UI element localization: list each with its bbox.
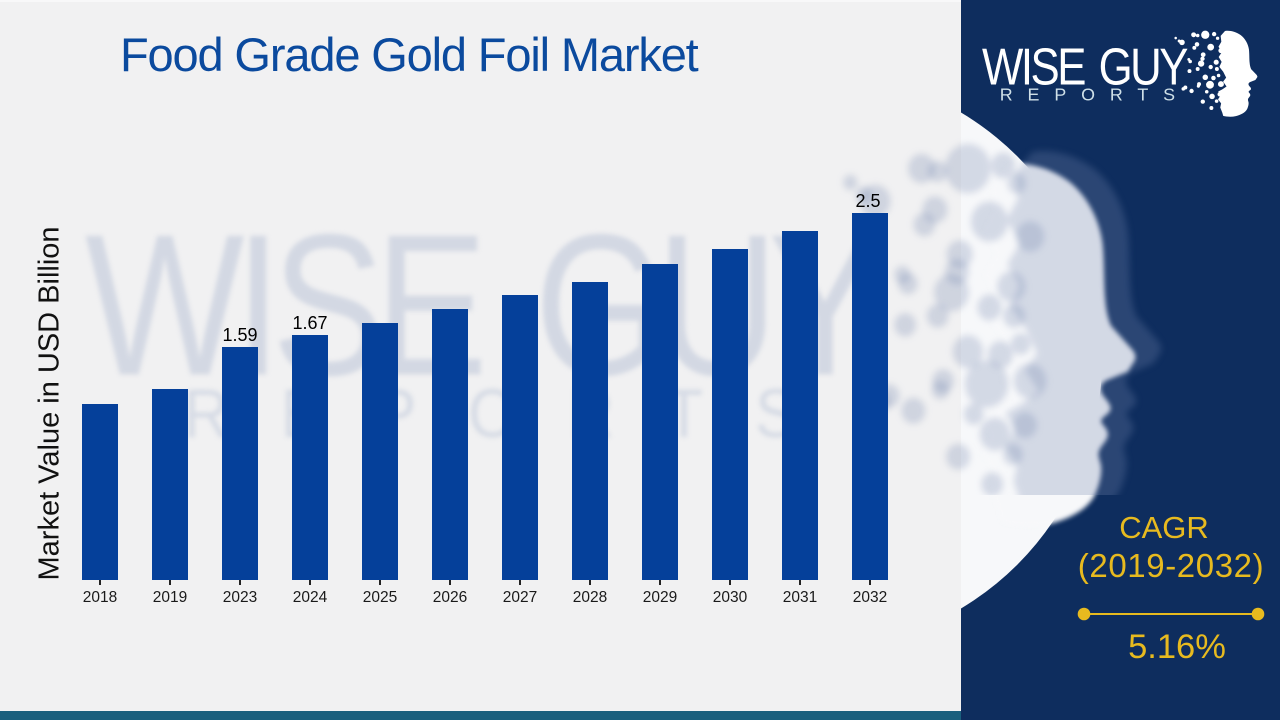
svg-text:REPORTS: REPORTS xyxy=(1000,85,1190,105)
svg-text:WISE GUY: WISE GUY xyxy=(85,192,878,417)
svg-text:WISE GUY: WISE GUY xyxy=(982,38,1188,96)
svg-text:REPORTS: REPORTS xyxy=(184,376,849,452)
